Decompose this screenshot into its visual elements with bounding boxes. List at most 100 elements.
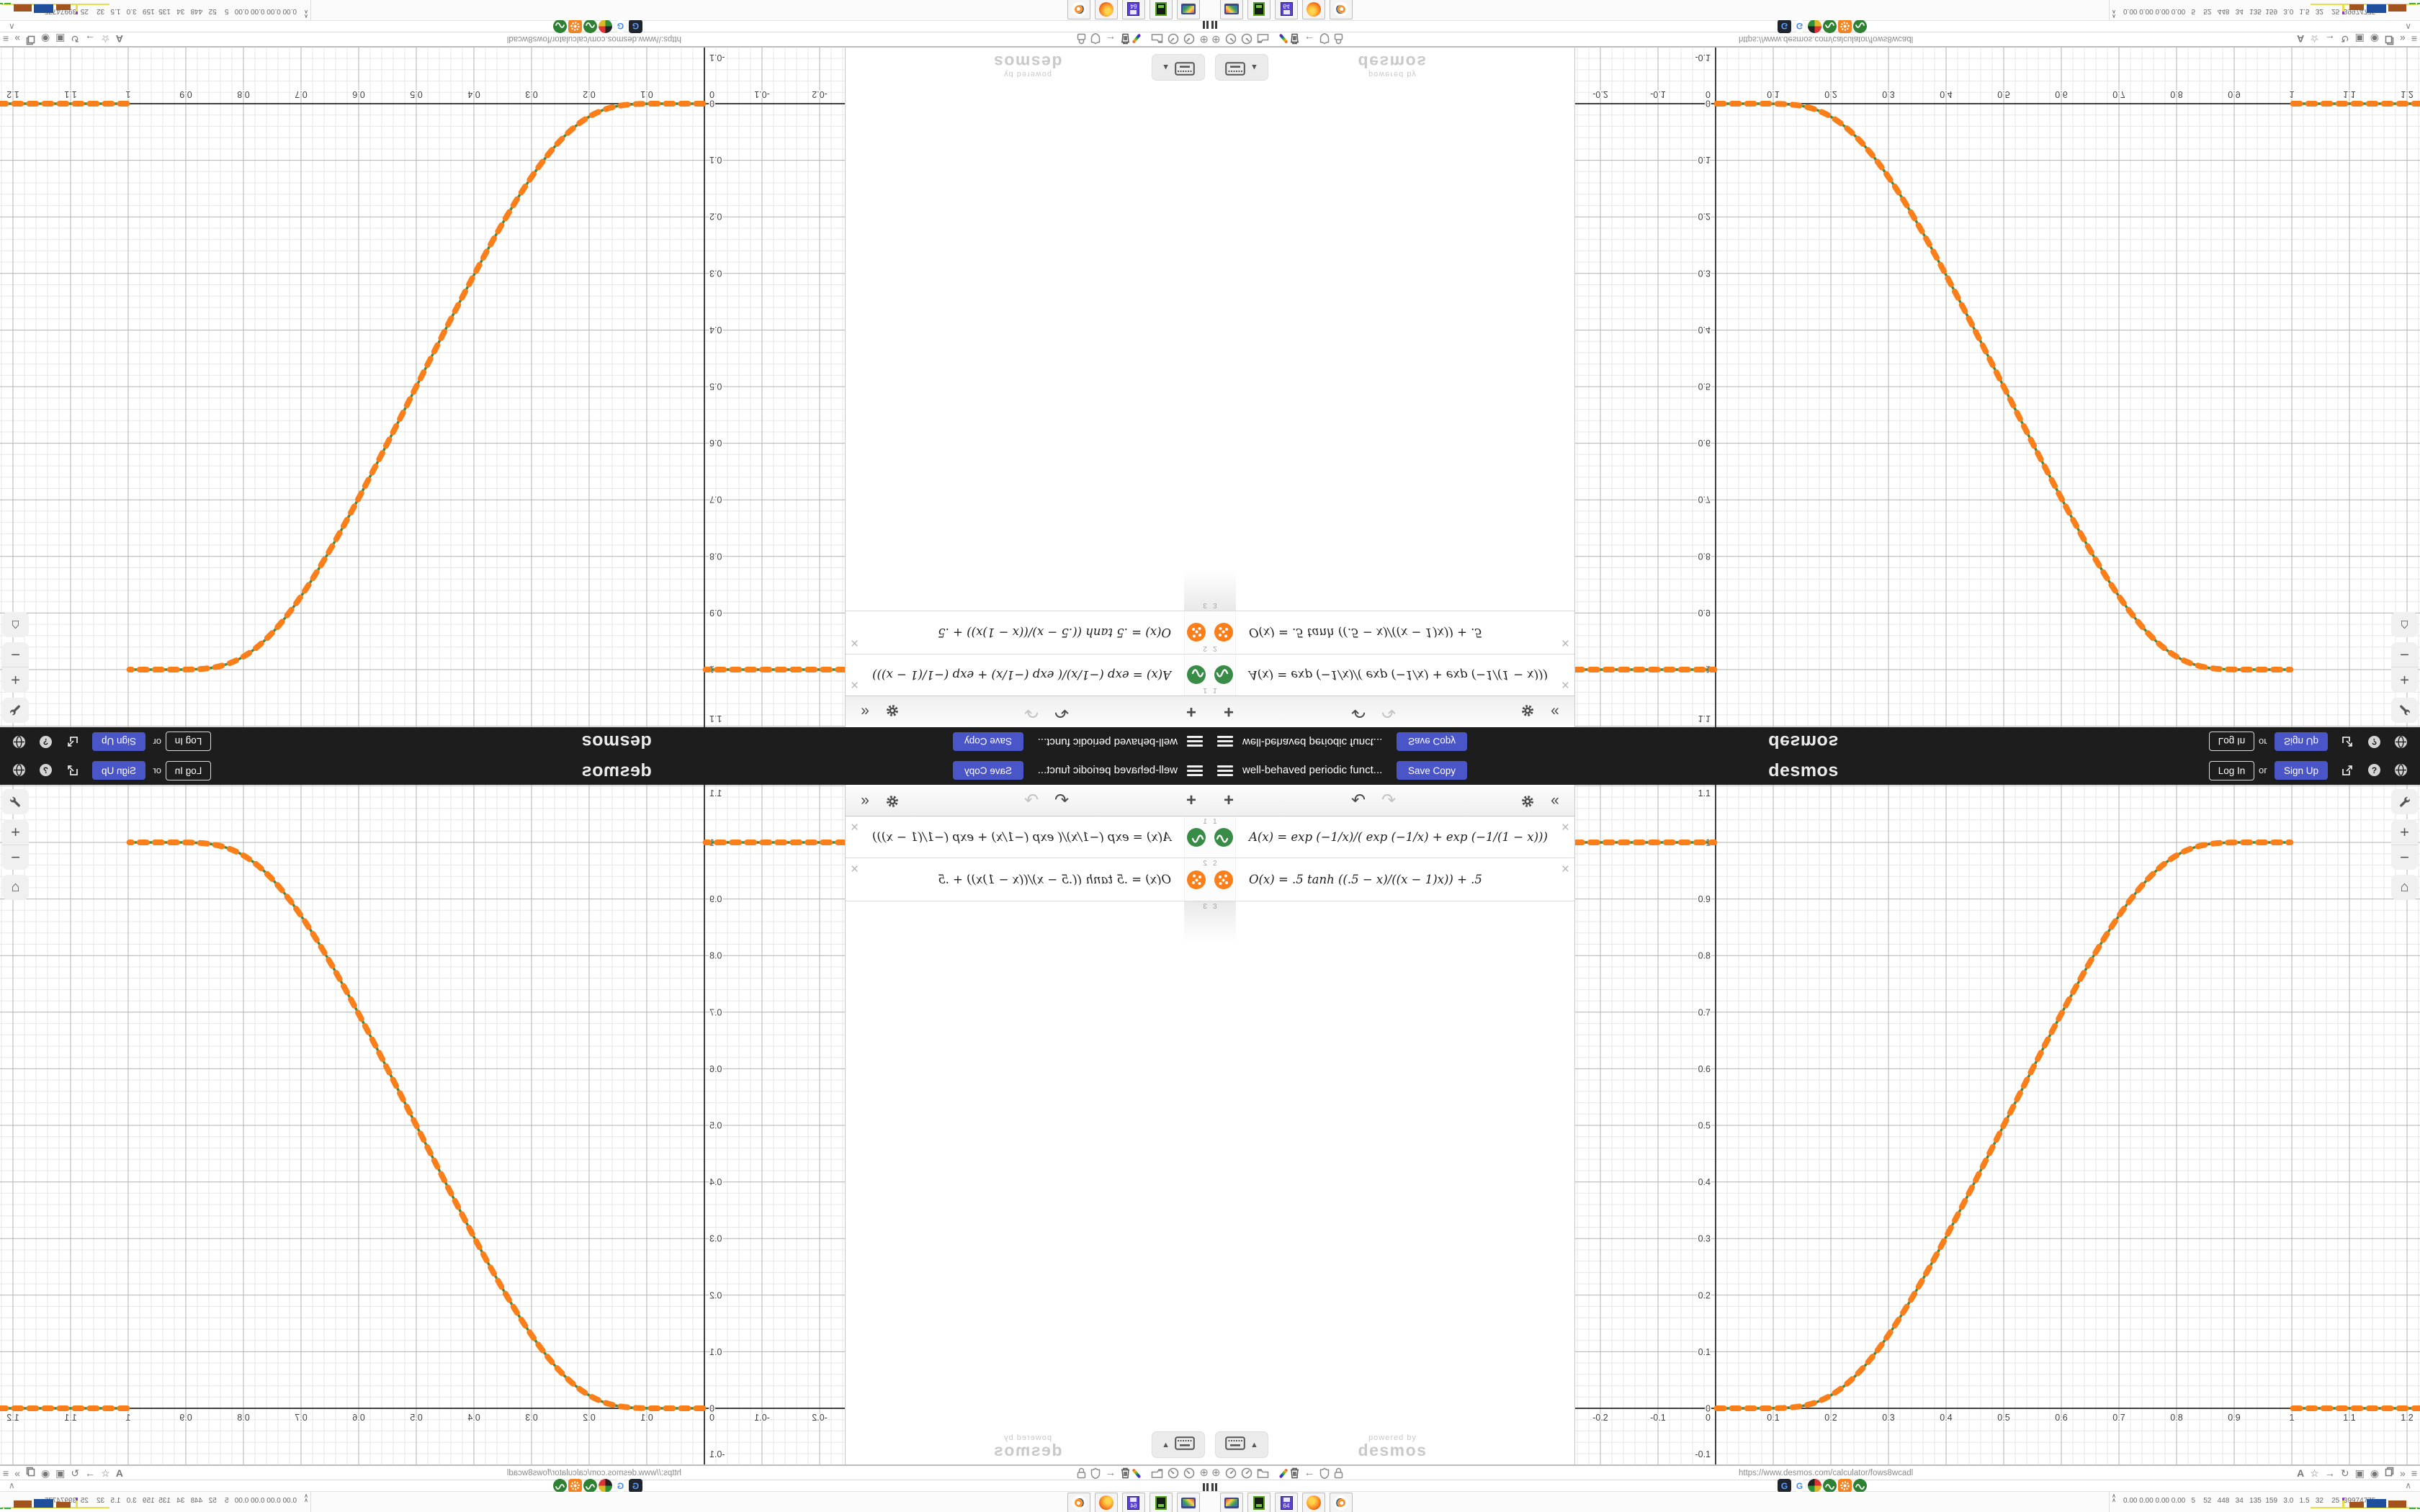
trash-icon[interactable] (1289, 33, 1300, 45)
collapse-chevron-icon[interactable]: ∧ (2405, 22, 2411, 32)
bookmark-star-icon[interactable]: ☆ (2310, 1467, 2319, 1479)
floppy-64-app-icon[interactable] (1122, 1493, 1145, 1512)
desmos-orange-gear-favicon[interactable] (1838, 1479, 1852, 1493)
sign-up-button[interactable]: Sign Up (92, 732, 145, 751)
google-favicon[interactable]: G (614, 1479, 627, 1493)
undo-icon[interactable]: ↶ (1350, 702, 1366, 721)
dark-globe-icon[interactable]: ◉ (40, 1467, 50, 1479)
blender-app-icon[interactable] (1067, 1493, 1090, 1512)
overflow-chevrons-icon[interactable]: » (2400, 1467, 2406, 1479)
blender-app-icon[interactable] (1330, 1493, 1353, 1512)
google-favicon[interactable]: G (614, 19, 627, 33)
default-zoom-home-icon[interactable]: ⌂ (2391, 612, 2418, 637)
expression-row-2[interactable]: 2 O(x) = .5 tanh ((.5 − x)/((x − 1)x)) +… (1210, 858, 1574, 901)
orange-points-icon[interactable] (1214, 870, 1233, 889)
container-icon[interactable]: ▣ (55, 1467, 66, 1479)
google-favicon[interactable]: G (1793, 1479, 1806, 1493)
default-zoom-home-icon[interactable]: ⌂ (2, 875, 29, 900)
downloads-icon[interactable]: → (2324, 1467, 2335, 1479)
save-copy-button[interactable]: Save Copy (1397, 761, 1467, 780)
screenshot-viewer-app-icon[interactable] (1177, 1493, 1200, 1512)
url-bar[interactable]: https://www.desmos.com/calculator/fows8w… (506, 1469, 681, 1477)
orange-points-icon[interactable] (1214, 623, 1233, 642)
globe-icon[interactable] (2395, 764, 2407, 776)
desmos-green-favicon[interactable] (1823, 19, 1837, 33)
settings-gear-icon[interactable] (1515, 785, 1540, 816)
delete-expression-icon[interactable]: × (851, 677, 859, 692)
container-icon[interactable]: ▣ (2354, 1467, 2365, 1479)
downloads-icon[interactable]: → (85, 1467, 96, 1479)
green-sine-curve-icon[interactable] (1214, 665, 1233, 685)
delete-expression-icon[interactable]: × (1561, 820, 1569, 835)
expression-latex[interactable]: A(x) = exp (−1/x)/( exp (−1/x) + exp (−1… (1249, 830, 1548, 844)
overflow-chevrons-icon[interactable]: » (14, 1467, 20, 1479)
expression-row-3-blank[interactable]: 3 (846, 901, 1210, 943)
color-wheel-favicon[interactable] (599, 19, 612, 33)
desmos-green-favicon[interactable] (553, 19, 567, 33)
zoom-out-icon[interactable]: − (2391, 642, 2418, 667)
add-expression-icon[interactable]: + (1186, 791, 1197, 810)
desmos-green-favicon[interactable] (1823, 1479, 1837, 1493)
lock-icon[interactable] (1077, 1467, 1086, 1479)
row-gutter[interactable]: 1 (1184, 654, 1210, 696)
collapse-chevron-icon[interactable]: ∧ (2405, 1480, 2411, 1490)
wrench-icon[interactable] (2391, 789, 2418, 814)
sign-up-button[interactable]: Sign Up (2275, 761, 2328, 780)
expression-row-2[interactable]: 2 O(x) = .5 tanh ((.5 − x)/((x − 1)x)) +… (846, 611, 1210, 654)
folder-icon[interactable] (1257, 34, 1269, 45)
color-pencil-icon[interactable] (1278, 33, 1288, 45)
share-icon[interactable] (2341, 735, 2354, 748)
back-arrow-icon[interactable]: ← (1105, 33, 1116, 45)
graph-title[interactable]: well-behaved periodic funct... (1037, 736, 1178, 748)
help-icon[interactable]: ? (40, 736, 52, 748)
zoom-in-icon[interactable]: + (2, 667, 29, 693)
green-sine-curve-icon[interactable] (1187, 827, 1206, 847)
row-gutter[interactable]: 1 (1184, 816, 1210, 858)
delete-expression-icon[interactable]: × (851, 820, 859, 835)
collapse-chevron-icon[interactable]: ∧ (9, 1480, 15, 1490)
globe-plus-icon[interactable]: ⊕ (1199, 1467, 1209, 1479)
container-icon[interactable]: ▣ (2354, 33, 2365, 45)
expression-row-1[interactable]: 1 A(x) = exp (−1/x)/( exp (−1/x) + exp (… (846, 654, 1210, 696)
settings-gear-icon[interactable] (880, 696, 905, 727)
expression-latex[interactable]: O(x) = .5 tanh ((.5 − x)/((x − 1)x)) + .… (1249, 626, 1482, 639)
share-icon[interactable] (2341, 764, 2354, 777)
desmos-logo[interactable]: desmos (581, 732, 652, 752)
globe-plus-icon[interactable]: ⊕ (1211, 33, 1221, 45)
shield-icon[interactable] (1319, 33, 1330, 45)
desmos-logo[interactable]: desmos (1768, 760, 1839, 780)
green-capture-app-icon[interactable] (1247, 1493, 1270, 1512)
row-gutter[interactable]: 2 (1184, 611, 1210, 654)
graph-title[interactable]: well-behaved periodic funct... (1242, 764, 1383, 776)
dark-g-favicon[interactable]: G (629, 19, 642, 33)
graph-paper[interactable]: -0.2 -0.1 0 0.1 0.2 0.3 0.4 0.5 0.6 0.7 0.8 0.9 1 1.1… (0, 785, 845, 1464)
translate-icon[interactable]: A (115, 1467, 123, 1479)
gauge-icon[interactable] (1168, 1467, 1179, 1479)
gauge-icon[interactable] (1241, 1467, 1252, 1479)
shield-icon[interactable] (1090, 33, 1101, 45)
keyboard-toggle-button[interactable]: ▲ (1215, 54, 1268, 81)
graph-canvas[interactable]: -0.2 -0.1 0 0.1 0.2 0.3 0.4 0.5 0.6 0.7 0.8 0.9 1 1.1… (0, 785, 845, 1464)
settings-gear-icon[interactable] (880, 785, 905, 816)
desmos-green-favicon[interactable] (583, 1479, 597, 1493)
firefox-app-icon[interactable] (1095, 1493, 1118, 1512)
log-in-button[interactable]: Log In (166, 732, 211, 751)
log-in-button[interactable]: Log In (2209, 761, 2254, 780)
log-in-button[interactable]: Log In (166, 761, 211, 780)
expression-row-1[interactable]: 1 A(x) = exp (−1/x)/( exp (−1/x) + exp (… (1210, 816, 1574, 858)
overflow-chevrons-icon[interactable]: » (2400, 33, 2406, 45)
green-sine-curve-icon[interactable] (1214, 827, 1233, 847)
overflow-chevrons-icon[interactable]: » (14, 33, 20, 45)
dark-g-favicon[interactable]: G (1778, 1479, 1791, 1493)
color-pencil-icon[interactable] (1132, 1467, 1142, 1479)
graph-canvas[interactable]: -0.2 -0.1 0 0.1 0.2 0.3 0.4 0.5 0.6 0.7 0.8 0.9 1 1.1… (1575, 785, 2420, 1464)
pause-bars-icon[interactable] (1201, 21, 1209, 30)
hamburger-menu-icon[interactable] (1217, 736, 1233, 747)
pause-bars-icon[interactable] (1211, 1482, 1219, 1491)
shield-icon[interactable] (1319, 1467, 1330, 1479)
blender-app-icon[interactable] (1067, 0, 1090, 19)
desmos-green-favicon[interactable] (583, 19, 597, 33)
expression-latex[interactable]: A(x) = exp (−1/x)/( exp (−1/x) + exp (−1… (1249, 668, 1548, 682)
zoom-in-icon[interactable]: + (2, 819, 29, 845)
redo-icon[interactable]: ↷ (1023, 791, 1039, 810)
